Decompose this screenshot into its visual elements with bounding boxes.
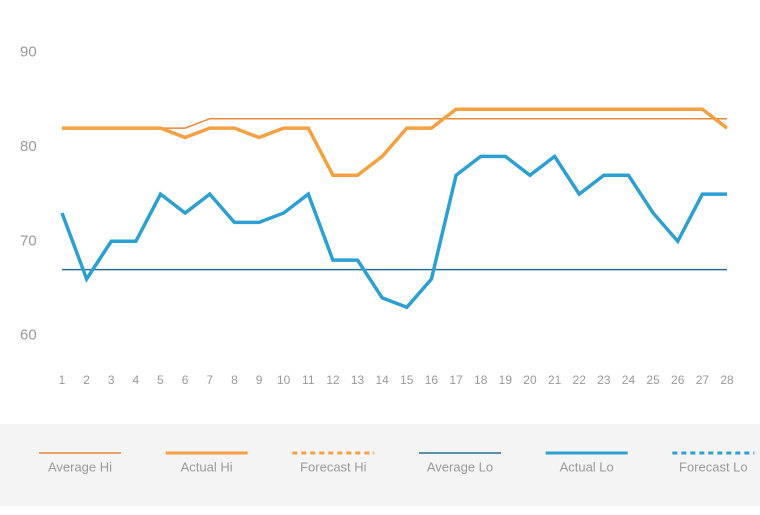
x-tick-label: 8 — [231, 373, 238, 387]
x-tick-label: 22 — [573, 373, 587, 387]
x-tick-label: 20 — [523, 373, 537, 387]
legend-label: Average Hi — [48, 459, 112, 474]
x-tick-label: 17 — [449, 373, 463, 387]
series-line — [60, 153, 727, 310]
x-tick-label: 4 — [133, 373, 140, 387]
x-tick-label: 13 — [351, 373, 365, 387]
x-tick-label: 26 — [671, 373, 685, 387]
y-tick-label: 70 — [20, 232, 37, 249]
x-tick-label: 1 — [59, 373, 66, 387]
x-tick-label: 18 — [474, 373, 488, 387]
x-tick-label: 24 — [622, 373, 636, 387]
x-tick-label: 12 — [326, 373, 340, 387]
x-tick-label: 7 — [206, 373, 213, 387]
series-line — [62, 117, 727, 129]
y-tick-label: 90 — [20, 44, 37, 61]
legend-label: Average Lo — [427, 459, 493, 474]
y-tick-label: 60 — [20, 327, 37, 344]
x-tick-label: 23 — [597, 373, 611, 387]
x-tick-label: 15 — [400, 373, 414, 387]
x-tick-label: 28 — [720, 373, 734, 387]
x-tick-label: 6 — [182, 373, 189, 387]
x-tick-label: 2 — [83, 373, 90, 387]
legend-label: Actual Hi — [181, 459, 233, 474]
x-tick-label: 16 — [425, 373, 439, 387]
y-tick-label: 80 — [20, 138, 37, 155]
x-tick-label: 21 — [548, 373, 562, 387]
x-tick-label: 25 — [646, 373, 660, 387]
series-line — [62, 107, 729, 178]
x-tick-label: 11 — [302, 373, 315, 387]
x-tick-label: 19 — [499, 373, 513, 387]
x-tick-label: 10 — [277, 373, 291, 387]
x-tick-label: 27 — [696, 373, 710, 387]
legend-label: Actual Lo — [560, 459, 614, 474]
legend-label: Forecast Lo — [679, 459, 748, 474]
legend-background — [0, 424, 760, 506]
legend-label: Forecast Hi — [300, 459, 367, 474]
x-tick-label: 5 — [157, 373, 164, 387]
x-tick-label: 3 — [108, 373, 115, 387]
x-tick-label: 9 — [256, 373, 263, 387]
x-tick-label: 14 — [376, 373, 390, 387]
